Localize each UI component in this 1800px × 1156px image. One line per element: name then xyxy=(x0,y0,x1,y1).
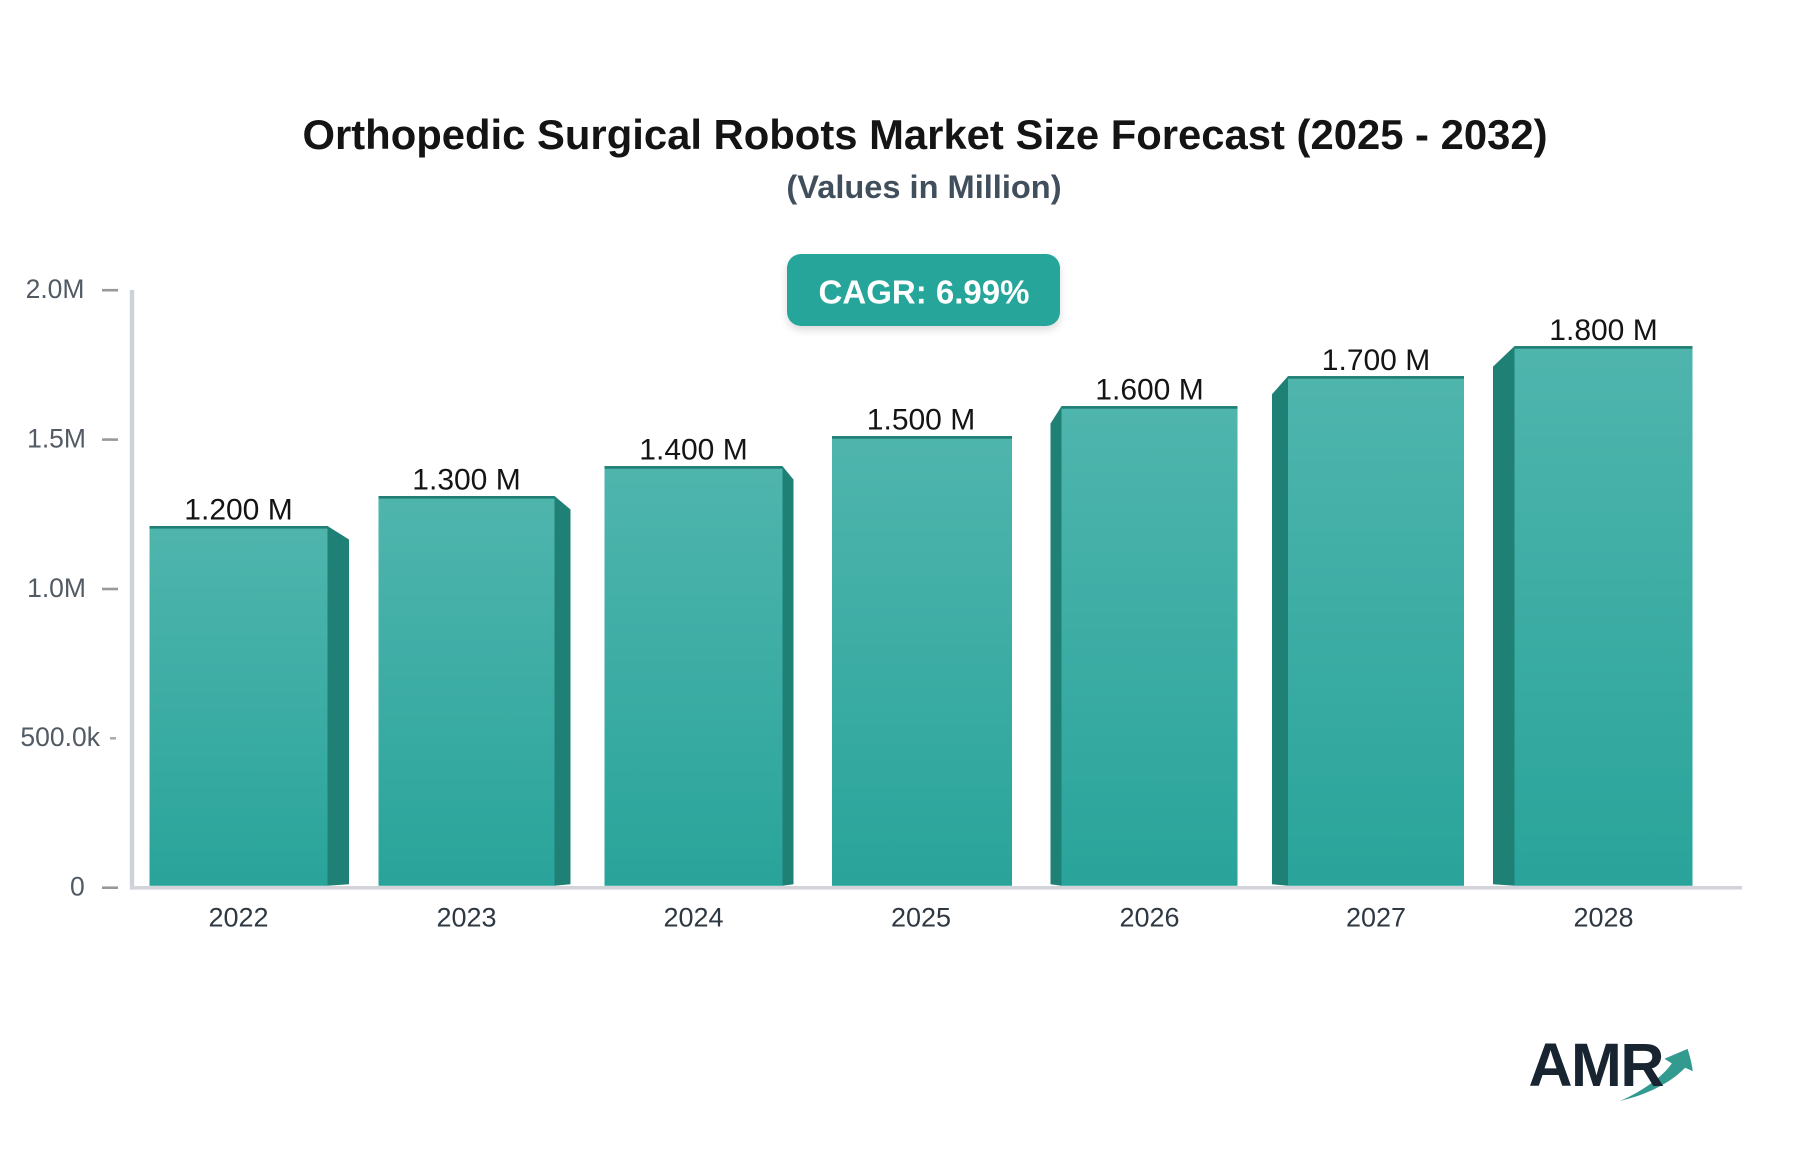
svg-text:0: 0 xyxy=(70,871,85,901)
svg-text:1.200 M: 1.200 M xyxy=(184,493,292,526)
svg-text:2024: 2024 xyxy=(663,903,723,933)
svg-text:(Values in Million): (Values in Million) xyxy=(786,168,1061,205)
svg-text:1.500 M: 1.500 M xyxy=(867,404,975,437)
svg-text:2025: 2025 xyxy=(891,903,951,933)
svg-text:2027: 2027 xyxy=(1346,903,1406,933)
svg-text:1.800 M: 1.800 M xyxy=(1549,314,1657,347)
svg-text:1.700 M: 1.700 M xyxy=(1322,344,1430,377)
svg-text:2023: 2023 xyxy=(436,903,496,933)
svg-text:Orthopedic Surgical Robots Mar: Orthopedic Surgical Robots Market Size F… xyxy=(302,111,1547,158)
svg-text:1.400 M: 1.400 M xyxy=(639,434,747,467)
svg-text:1.300 M: 1.300 M xyxy=(412,463,520,496)
svg-text:1.5M: 1.5M xyxy=(27,424,86,454)
svg-text:2026: 2026 xyxy=(1119,903,1179,933)
svg-text:CAGR: 6.99%: CAGR: 6.99% xyxy=(819,274,1030,311)
svg-text:1.0M: 1.0M xyxy=(27,573,86,603)
svg-text:2.0M: 2.0M xyxy=(26,274,85,304)
svg-text:2028: 2028 xyxy=(1573,903,1633,933)
svg-text:AMR: AMR xyxy=(1529,1031,1664,1099)
svg-text:1.600 M: 1.600 M xyxy=(1095,374,1203,407)
svg-text:500.0k: 500.0k xyxy=(20,722,100,752)
svg-text:2022: 2022 xyxy=(208,903,268,933)
